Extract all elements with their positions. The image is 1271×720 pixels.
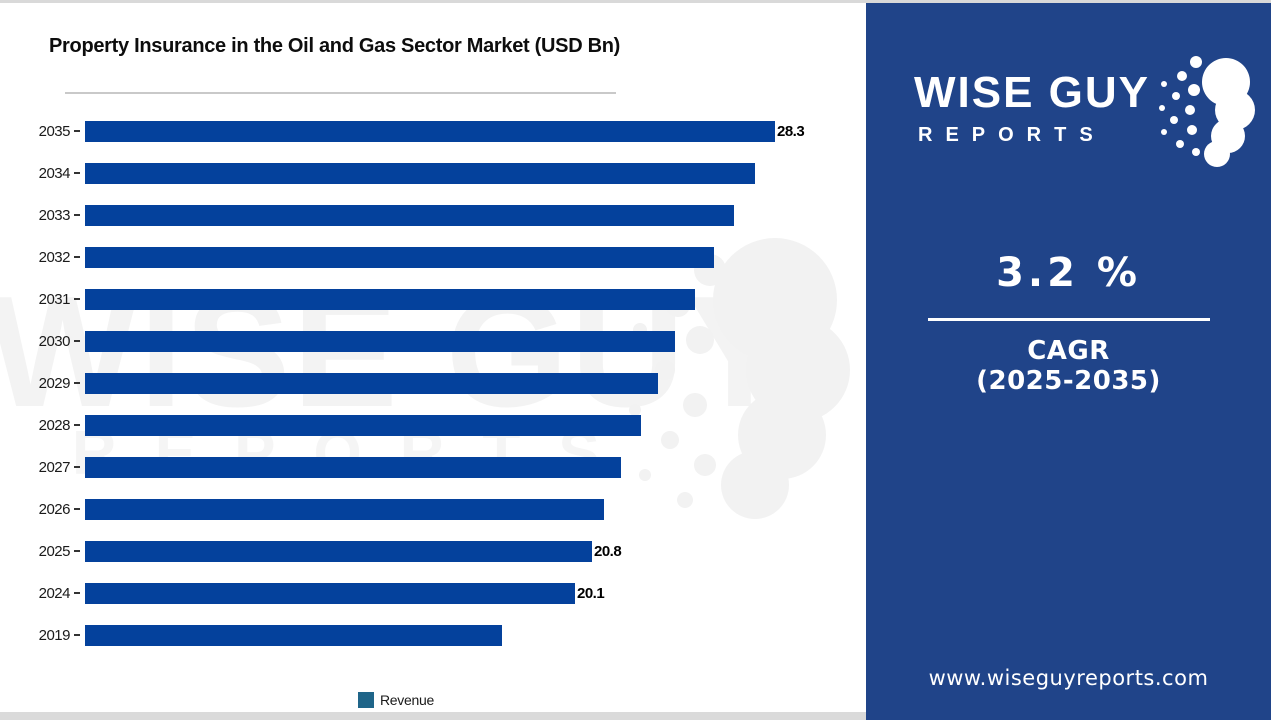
axis-tick — [74, 130, 80, 132]
axis-tick — [74, 214, 80, 216]
bar-row: 2035 28.3 — [0, 110, 866, 152]
bar-value-label: 28.3 — [777, 122, 805, 140]
website-link[interactable]: www.wiseguyreports.com — [928, 666, 1209, 690]
cagr-block: 3.2 % CAGR (2025-2035) — [866, 250, 1271, 397]
axis-tick — [74, 634, 80, 636]
axis-tick — [74, 340, 80, 342]
axis-tick — [74, 508, 80, 510]
y-axis-label: 2029 — [38, 374, 71, 392]
bar-row: 2025 20.8 — [0, 530, 866, 572]
y-axis-label: 2026 — [38, 500, 71, 518]
cagr-divider — [927, 318, 1210, 321]
revenue-bar — [85, 624, 502, 646]
revenue-bar — [85, 246, 714, 268]
bar-row: 2019 — [0, 614, 866, 656]
bar-row: 2026 — [0, 488, 866, 530]
axis-tick — [74, 256, 80, 258]
bottom-border — [0, 712, 866, 720]
revenue-bar — [85, 288, 695, 310]
brand-logo: WISE GUY REPORTS — [866, 42, 1271, 182]
y-axis-label: 2030 — [38, 332, 71, 350]
axis-tick — [74, 592, 80, 594]
revenue-bar — [85, 204, 734, 226]
top-border — [0, 0, 1271, 3]
revenue-bar — [85, 456, 621, 478]
bar-row: 2027 — [0, 446, 866, 488]
title-underline — [65, 92, 616, 94]
y-axis-label: 2032 — [38, 248, 71, 266]
legend-label-revenue: Revenue — [380, 692, 434, 708]
y-axis-label: 2025 — [38, 542, 71, 560]
watermark-face-icon — [629, 238, 850, 519]
bar-row: 2028 — [0, 404, 866, 446]
y-axis-label: 2028 — [38, 416, 71, 434]
bar-row: 2030 — [0, 320, 866, 362]
chart-area: WISE GUY REPORTS Property Insur — [0, 35, 866, 720]
bar-row: 2024 20.1 — [0, 572, 866, 614]
axis-tick — [74, 466, 80, 468]
y-axis-label: 2027 — [38, 458, 71, 476]
axis-tick — [74, 172, 80, 174]
bar-value-label: 20.8 — [594, 542, 622, 560]
bar-value-label: 20.1 — [577, 584, 605, 602]
cagr-label: CAGR — [1027, 336, 1110, 366]
revenue-bar — [85, 330, 675, 352]
y-axis-label: 2034 — [38, 164, 71, 182]
y-axis-label: 2031 — [38, 290, 71, 308]
wiseguy-face-icon — [1159, 56, 1255, 167]
brand-reports-text: REPORTS — [918, 124, 1106, 146]
axis-tick — [74, 550, 80, 552]
revenue-bar — [85, 414, 641, 436]
cagr-value: 3.2 % — [996, 250, 1141, 296]
bar-row: 2032 — [0, 236, 866, 278]
legend-swatch-revenue — [358, 692, 374, 708]
brand-sidebar: WISE GUY REPORTS — [866, 0, 1271, 720]
revenue-bar — [85, 372, 658, 394]
y-axis-label: 2033 — [38, 206, 71, 224]
axis-tick — [74, 298, 80, 300]
plot: 2035 28.3 2034 2033 2032 2031 2030 2029 2028 2027… — [0, 110, 866, 656]
y-axis-label: 2024 — [38, 584, 71, 602]
axis-tick — [74, 424, 80, 426]
revenue-bar — [85, 582, 575, 604]
chart-title: Property Insurance in the Oil and Gas Se… — [49, 35, 621, 57]
revenue-bar — [85, 498, 604, 520]
revenue-bar — [85, 540, 592, 562]
bar-row: 2034 — [0, 152, 866, 194]
revenue-bar — [85, 120, 775, 142]
legend: Revenue — [358, 692, 434, 708]
axis-tick — [74, 382, 80, 384]
bar-row: 2033 — [0, 194, 866, 236]
revenue-bar — [85, 162, 755, 184]
brand-name-text: WISE GUY — [914, 68, 1151, 117]
cagr-period: (2025-2035) — [976, 365, 1161, 396]
bar-row: 2031 — [0, 278, 866, 320]
bar-row: 2029 — [0, 362, 866, 404]
y-axis-label: 2019 — [38, 626, 71, 644]
y-axis-label: 2035 — [38, 122, 71, 140]
